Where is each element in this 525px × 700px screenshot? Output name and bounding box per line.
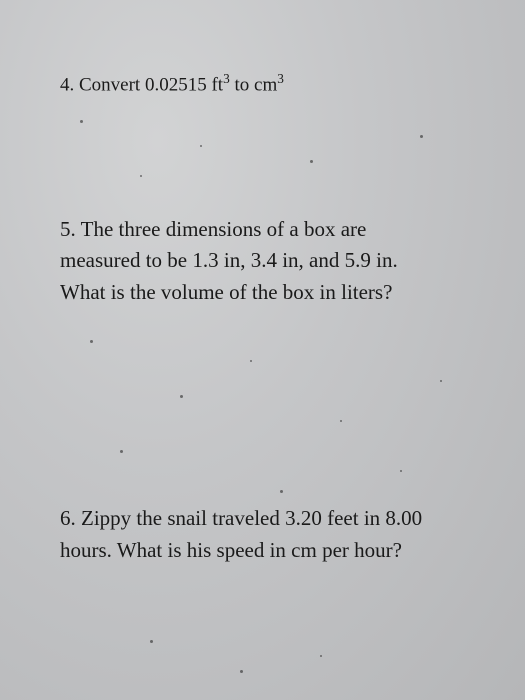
paper-speckle: [90, 340, 93, 343]
question-4-sup2: 3: [277, 71, 284, 86]
question-6: 6. Zippy the snail traveled 3.20 feet in…: [60, 503, 475, 566]
paper-speckle: [150, 640, 153, 643]
question-5-line1: The three dimensions of a box are: [81, 217, 367, 241]
question-6-line1: Zippy the snail traveled 3.20 feet in 8.…: [81, 506, 422, 530]
question-4: 4. Convert 0.02515 ft3 to cm3: [60, 70, 475, 99]
question-4-sup1: 3: [223, 71, 230, 86]
question-4-number: 4.: [60, 74, 74, 95]
question-4-text-b: to cm: [230, 74, 278, 95]
paper-speckle: [120, 450, 123, 453]
paper-speckle: [400, 470, 402, 472]
question-5: 5. The three dimensions of a box are mea…: [60, 214, 475, 309]
paper-speckle: [280, 490, 283, 493]
paper-speckle: [250, 360, 252, 362]
paper-speckle: [180, 395, 183, 398]
question-5-line2: measured to be 1.3 in, 3.4 in, and 5.9 i…: [60, 248, 398, 272]
question-5-number: 5.: [60, 217, 76, 241]
question-4-text-a: Convert 0.02515 ft: [79, 74, 223, 95]
paper-speckle: [80, 120, 83, 123]
paper-speckle: [320, 655, 322, 657]
paper-speckle: [310, 160, 313, 163]
paper-speckle: [340, 420, 342, 422]
question-6-number: 6.: [60, 506, 76, 530]
paper-speckle: [140, 175, 142, 177]
paper-speckle: [420, 135, 423, 138]
question-5-line3: What is the volume of the box in liters?: [60, 280, 392, 304]
paper-speckle: [240, 670, 243, 673]
worksheet-page: 4. Convert 0.02515 ft3 to cm3 5. The thr…: [0, 0, 525, 700]
question-6-line2: hours. What is his speed in cm per hour?: [60, 538, 402, 562]
paper-speckle: [200, 145, 202, 147]
paper-speckle: [440, 380, 442, 382]
